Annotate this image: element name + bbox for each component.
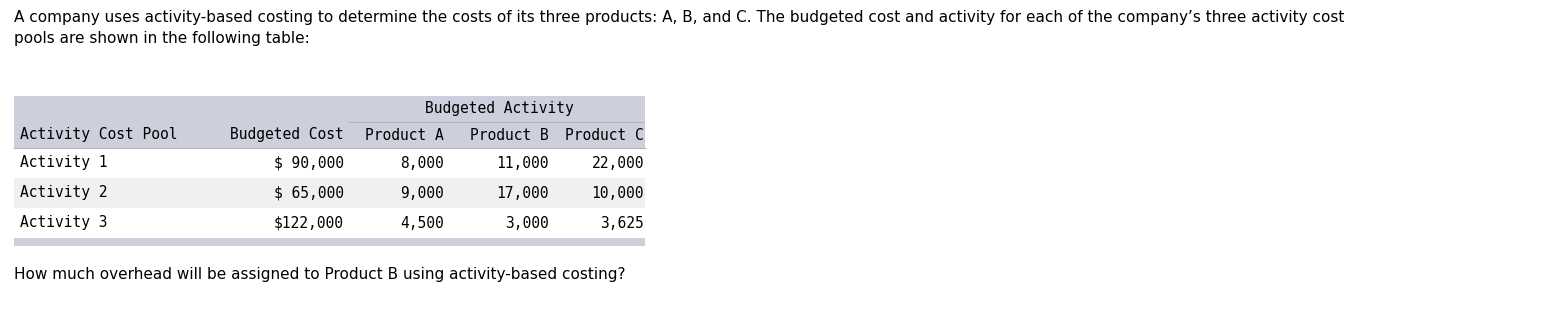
Text: 22,000: 22,000 [591,156,644,170]
Bar [14,238,645,246]
Bar [14,208,645,238]
Text: Product C: Product C [566,128,644,143]
Text: $ 65,000: $ 65,000 [274,186,345,201]
Text: 10,000: 10,000 [591,186,644,201]
Bar [14,96,645,122]
Text: Budgeted Activity: Budgeted Activity [424,101,574,117]
Text: A company uses activity-based costing to determine the costs of its three produc: A company uses activity-based costing to… [14,10,1344,25]
Text: pools are shown in the following table:: pools are shown in the following table: [14,31,310,46]
Text: Activity 2: Activity 2 [20,186,108,201]
Text: $122,000: $122,000 [274,215,345,230]
Text: 17,000: 17,000 [496,186,549,201]
Bar [14,148,645,178]
Text: 11,000: 11,000 [496,156,549,170]
Bar [14,122,645,148]
Text: Budgeted Cost: Budgeted Cost [231,128,345,143]
Text: 3,625: 3,625 [600,215,644,230]
Text: 3,000: 3,000 [505,215,549,230]
Text: Activity 1: Activity 1 [20,156,108,170]
Text: How much overhead will be assigned to Product B using activity-based costing?: How much overhead will be assigned to Pr… [14,267,625,282]
Text: 8,000: 8,000 [401,156,444,170]
Bar [14,178,645,208]
Text: Activity 3: Activity 3 [20,215,108,230]
Text: Activity Cost Pool: Activity Cost Pool [20,128,178,143]
Text: Product B: Product B [471,128,549,143]
Text: $ 90,000: $ 90,000 [274,156,345,170]
Text: Product A: Product A [365,128,444,143]
Text: 9,000: 9,000 [401,186,444,201]
Text: 4,500: 4,500 [401,215,444,230]
